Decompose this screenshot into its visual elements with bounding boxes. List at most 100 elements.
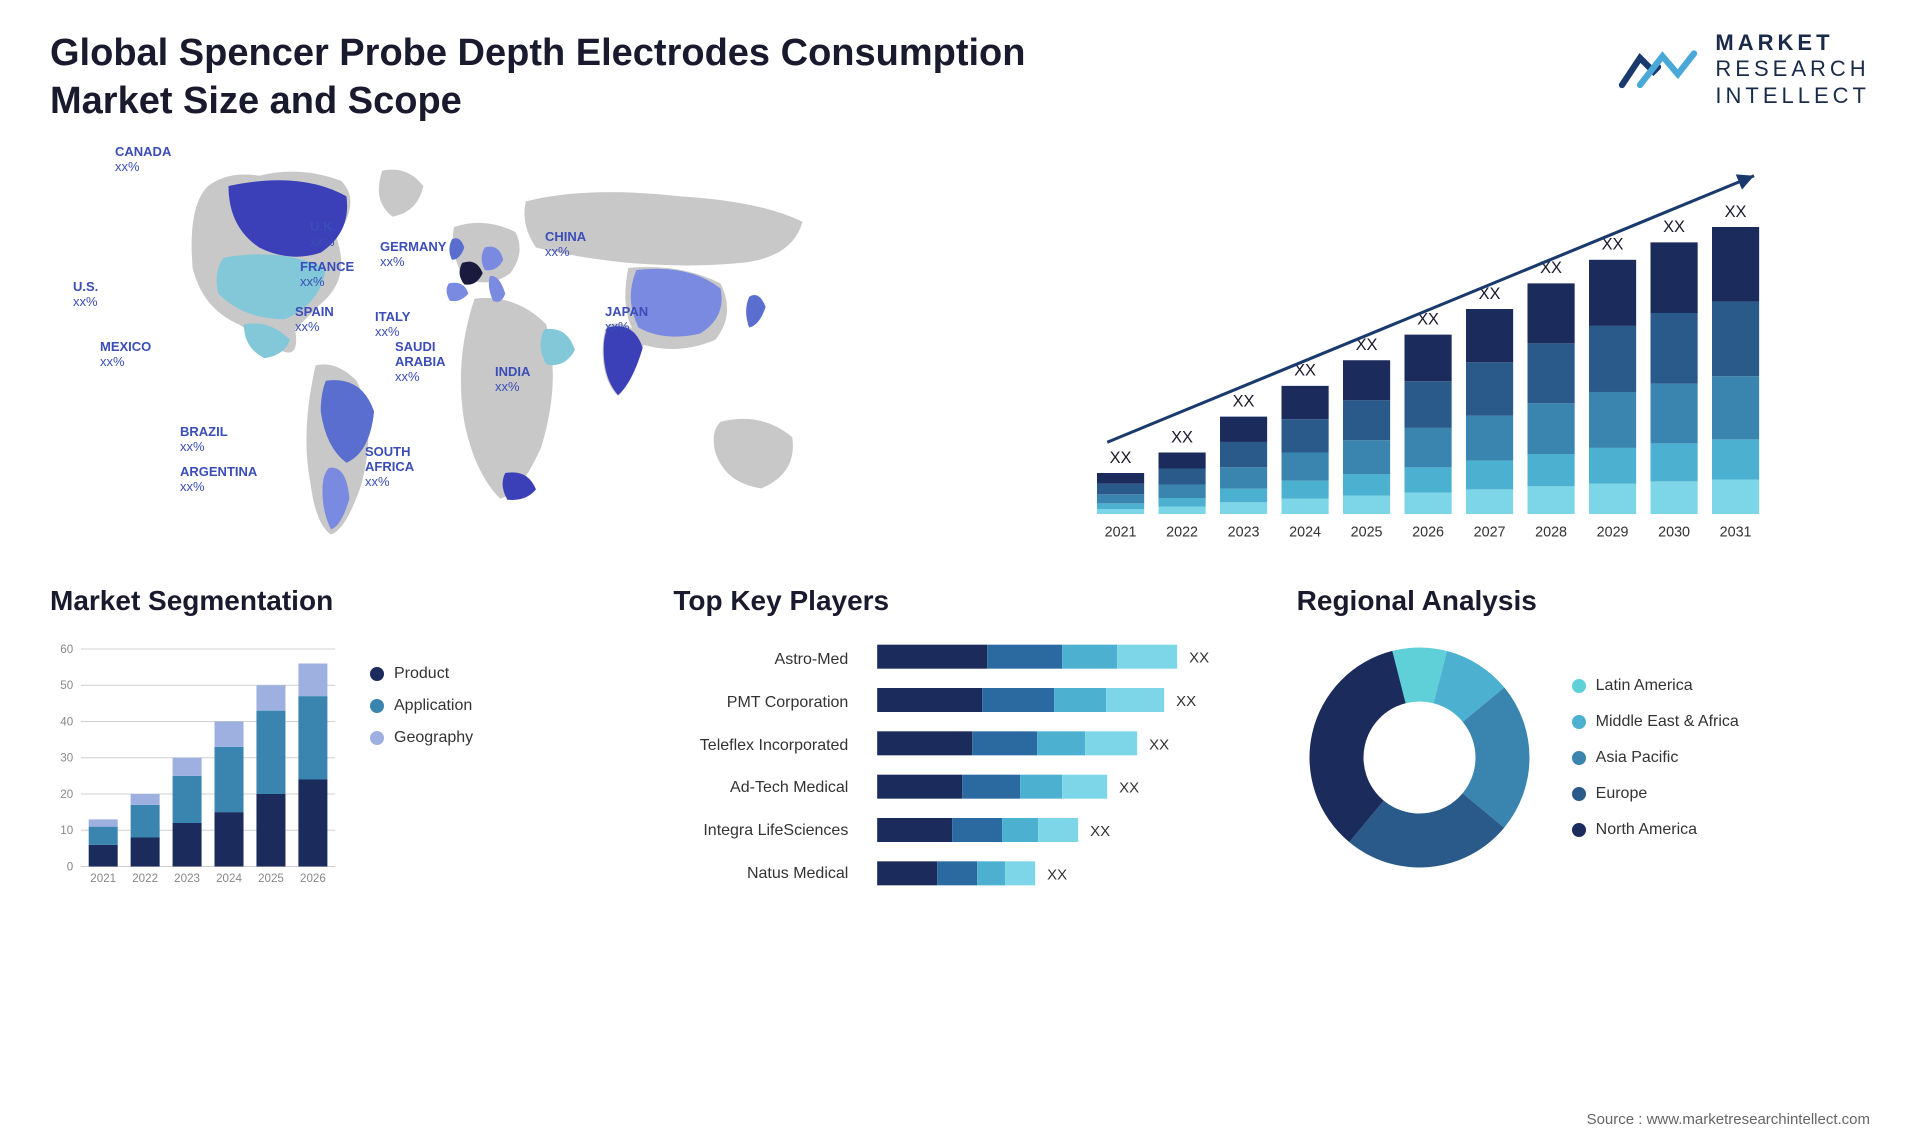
segmentation-bar-chart: 0 10 20 30 40 50 60 2021 2022 2023 2024 2025 2026 — [50, 635, 340, 895]
svg-text:XX: XX — [1110, 449, 1132, 467]
legend-dot-icon — [370, 699, 384, 713]
seg-legend-product: Product — [370, 665, 473, 683]
player-label: Natus Medical — [673, 852, 848, 895]
svg-text:2021: 2021 — [90, 872, 116, 885]
svg-text:2031: 2031 — [1720, 525, 1752, 541]
players-title: Top Key Players — [673, 585, 1246, 617]
map-label-india: INDIAxx% — [495, 365, 530, 395]
legend-label: Europe — [1596, 785, 1648, 803]
svg-text:2023: 2023 — [174, 872, 200, 885]
players-labels: Astro-MedPMT CorporationTeleflex Incorpo… — [673, 635, 848, 895]
svg-text:XX: XX — [1047, 866, 1067, 883]
legend-dot-icon — [370, 731, 384, 745]
svg-text:2024: 2024 — [216, 872, 242, 885]
svg-text:XX: XX — [1149, 736, 1169, 753]
source-attribution: Source : www.marketresearchintellect.com — [1587, 1111, 1870, 1128]
legend-dot-icon — [1572, 751, 1586, 765]
svg-text:XX: XX — [1663, 218, 1685, 236]
svg-text:XX: XX — [1189, 650, 1209, 667]
forecast-chart-panel: XX2021XX2022XX2023XX2024XX2025XX2026XX20… — [980, 145, 1870, 555]
legend-label: Latin America — [1596, 677, 1693, 695]
svg-text:XX: XX — [1119, 780, 1139, 797]
brand-logo: MARKET RESEARCH INTELLECT — [1613, 30, 1870, 109]
legend-label: Application — [394, 697, 472, 715]
svg-text:2026: 2026 — [300, 872, 326, 885]
regional-donut-chart — [1297, 635, 1542, 880]
map-label-canada: CANADAxx% — [115, 145, 171, 175]
svg-text:2029: 2029 — [1597, 525, 1629, 541]
svg-text:2025: 2025 — [258, 872, 284, 885]
svg-text:20: 20 — [60, 788, 73, 801]
map-label-u-k-: U.K.xx% — [310, 220, 336, 250]
map-label-saudi-arabia: SAUDIARABIAxx% — [395, 340, 446, 385]
legend-dot-icon — [1572, 823, 1586, 837]
legend-dot-icon — [1572, 679, 1586, 693]
player-label: PMT Corporation — [673, 682, 848, 725]
svg-text:50: 50 — [60, 679, 73, 692]
regional-title: Regional Analysis — [1297, 585, 1870, 617]
map-label-u-s-: U.S.xx% — [73, 280, 98, 310]
svg-text:10: 10 — [60, 824, 73, 837]
svg-text:2025: 2025 — [1351, 525, 1383, 541]
forecast-bar-chart: XX2021XX2022XX2023XX2024XX2025XX2026XX20… — [980, 145, 1870, 555]
svg-text:2028: 2028 — [1535, 525, 1567, 541]
regional-section: Regional Analysis Latin America Middle Ea… — [1297, 585, 1870, 925]
regional-legend-item: Europe — [1572, 785, 1739, 803]
legend-label: Middle East & Africa — [1596, 713, 1739, 731]
world-map-panel: CANADAxx% U.S.xx% MEXICOxx% BRAZILxx% ARGENT… — [50, 145, 940, 555]
map-label-spain: SPAINxx% — [295, 305, 334, 335]
regional-legend: Latin America Middle East & Africa Asia Pa… — [1572, 677, 1739, 839]
player-label: Astro-Med — [673, 639, 848, 682]
svg-text:XX: XX — [1725, 203, 1747, 221]
regional-legend-item: Middle East & Africa — [1572, 713, 1739, 731]
player-label: Integra LifeSciences — [673, 810, 848, 853]
map-label-mexico: MEXICOxx% — [100, 340, 151, 370]
svg-text:XX: XX — [1171, 428, 1193, 446]
svg-text:2027: 2027 — [1474, 525, 1506, 541]
legend-dot-icon — [370, 667, 384, 681]
segmentation-section: Market Segmentation 0 10 20 30 40 50 60 2021 202… — [50, 585, 623, 925]
legend-label: North America — [1596, 821, 1697, 839]
page-title: Global Spencer Probe Depth Electrodes Co… — [50, 30, 1050, 125]
svg-text:XX: XX — [1233, 392, 1255, 410]
players-section: Top Key Players Astro-MedPMT Corporation… — [673, 585, 1246, 925]
svg-text:2021: 2021 — [1105, 525, 1137, 541]
svg-text:2026: 2026 — [1412, 525, 1444, 541]
segmentation-title: Market Segmentation — [50, 585, 623, 617]
legend-dot-icon — [1572, 715, 1586, 729]
legend-label: Geography — [394, 729, 473, 747]
seg-legend-geography: Geography — [370, 729, 473, 747]
svg-text:60: 60 — [60, 643, 73, 656]
segmentation-legend: Product Application Geography — [370, 665, 473, 747]
logo-mark-icon — [1613, 37, 1703, 102]
player-label: Teleflex Incorporated — [673, 724, 848, 767]
svg-text:XX: XX — [1176, 693, 1196, 710]
legend-label: Asia Pacific — [1596, 749, 1679, 767]
map-label-argentina: ARGENTINAxx% — [180, 465, 257, 495]
svg-text:2022: 2022 — [1166, 525, 1198, 541]
svg-text:0: 0 — [67, 860, 73, 873]
map-label-france: FRANCExx% — [300, 260, 354, 290]
seg-legend-application: Application — [370, 697, 473, 715]
svg-text:40: 40 — [60, 715, 73, 728]
svg-text:XX: XX — [1090, 823, 1110, 840]
map-label-brazil: BRAZILxx% — [180, 425, 228, 455]
regional-legend-item: North America — [1572, 821, 1739, 839]
map-label-china: CHINAxx% — [545, 230, 586, 260]
svg-text:2022: 2022 — [132, 872, 158, 885]
logo-text-3: INTELLECT — [1715, 83, 1870, 109]
legend-dot-icon — [1572, 787, 1586, 801]
svg-text:30: 30 — [60, 752, 73, 765]
player-label: Ad-Tech Medical — [673, 767, 848, 810]
logo-text-2: RESEARCH — [1715, 56, 1870, 82]
map-label-japan: JAPANxx% — [605, 305, 648, 335]
svg-text:2030: 2030 — [1658, 525, 1690, 541]
map-label-south-africa: SOUTHAFRICAxx% — [365, 445, 414, 490]
regional-legend-item: Latin America — [1572, 677, 1739, 695]
svg-text:2023: 2023 — [1228, 525, 1260, 541]
regional-legend-item: Asia Pacific — [1572, 749, 1739, 767]
legend-label: Product — [394, 665, 449, 683]
players-bar-chart: XX XX XX XX XX XX — [868, 635, 1246, 895]
logo-text-1: MARKET — [1715, 30, 1870, 56]
map-label-germany: GERMANYxx% — [380, 240, 446, 270]
